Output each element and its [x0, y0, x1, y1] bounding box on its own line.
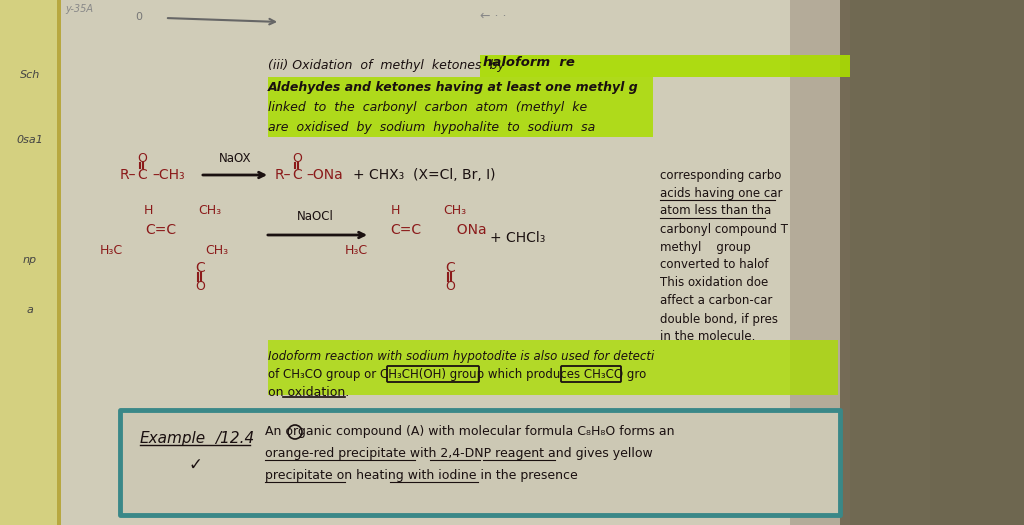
Bar — [268, 117, 653, 137]
Bar — [57, 0, 61, 525]
Text: in the molecule.: in the molecule. — [660, 331, 756, 343]
Text: converted to halof: converted to halof — [660, 258, 768, 271]
Text: H: H — [143, 204, 153, 216]
Text: y-35A: y-35A — [65, 4, 93, 14]
Text: atom less than tha: atom less than tha — [660, 205, 771, 217]
Bar — [268, 97, 653, 117]
Text: a: a — [27, 305, 34, 315]
Text: 0sa1: 0sa1 — [16, 135, 43, 145]
Bar — [268, 77, 653, 97]
Text: R–: R– — [120, 168, 136, 182]
Text: linked  to  the  carbonyl  carbon  atom  (methyl  ke: linked to the carbonyl carbon atom (meth… — [268, 100, 587, 113]
Text: CH₃: CH₃ — [443, 204, 467, 216]
Text: C=C: C=C — [145, 223, 176, 237]
Text: NaOCl: NaOCl — [297, 210, 334, 223]
Text: on oxidation.: on oxidation. — [268, 386, 349, 399]
Text: are  oxidised  by  sodium  hypohalite  to  sodium  sa: are oxidised by sodium hypohalite to sod… — [268, 121, 595, 133]
Bar — [268, 340, 838, 395]
Text: R–: R– — [275, 168, 292, 182]
Bar — [790, 0, 850, 525]
Text: H₃C: H₃C — [345, 244, 368, 257]
Text: C: C — [292, 168, 302, 182]
Text: ← · ·: ← · · — [480, 10, 507, 23]
Text: CH₃: CH₃ — [205, 244, 228, 257]
Text: NaOX: NaOX — [219, 152, 251, 165]
Text: –CH₃: –CH₃ — [152, 168, 184, 182]
Text: H₃C: H₃C — [100, 244, 123, 257]
Text: of CH₃CO group or CH₃CH(OH) group which produces CH₃CO gro: of CH₃CO group or CH₃CH(OH) group which … — [268, 368, 646, 381]
Text: C: C — [196, 261, 205, 275]
Bar — [60, 0, 930, 525]
Text: C=C: C=C — [390, 223, 421, 237]
Bar — [480, 55, 850, 77]
Text: This oxidation doe: This oxidation doe — [660, 277, 768, 289]
Text: + CHX₃  (X=Cl, Br, I): + CHX₃ (X=Cl, Br, I) — [353, 168, 496, 182]
Text: haloform  re: haloform re — [483, 57, 574, 69]
Text: double bond, if pres: double bond, if pres — [660, 312, 778, 326]
Bar — [0, 0, 60, 525]
Text: np: np — [23, 255, 37, 265]
Text: CH₃: CH₃ — [199, 204, 221, 216]
Text: Sch: Sch — [19, 70, 40, 80]
Text: O: O — [445, 280, 455, 293]
Text: –ONa: –ONa — [306, 168, 343, 182]
Text: O: O — [137, 152, 146, 164]
Text: 0: 0 — [135, 12, 142, 22]
Bar — [840, 0, 1024, 525]
Text: (iii) Oxidation  of  methyl  ketones  by: (iii) Oxidation of methyl ketones by — [268, 59, 509, 72]
Text: affect a carbon-car: affect a carbon-car — [660, 295, 772, 308]
Text: ONa: ONa — [449, 223, 486, 237]
Text: precipitate on heating with iodine in the presence: precipitate on heating with iodine in th… — [265, 469, 578, 482]
Text: corresponding carbo: corresponding carbo — [660, 169, 781, 182]
Text: /12.4: /12.4 — [215, 430, 254, 446]
Text: C: C — [445, 261, 455, 275]
Bar — [120, 410, 840, 515]
Text: Iodoform reaction with sodium hypotodite is also used for detecti: Iodoform reaction with sodium hypotodite… — [268, 350, 654, 363]
Text: O: O — [292, 152, 302, 164]
Text: Example: Example — [140, 430, 206, 446]
Text: carbonyl compound T: carbonyl compound T — [660, 223, 788, 236]
Text: An organic compound (A) with molecular formula C₈H₈O forms an: An organic compound (A) with molecular f… — [265, 425, 675, 438]
Text: H: H — [390, 204, 399, 216]
Text: orange-red precipitate with 2,4-DNP reagent and gives yellow: orange-red precipitate with 2,4-DNP reag… — [265, 447, 652, 460]
Text: acids having one car: acids having one car — [660, 186, 782, 200]
Text: ✓: ✓ — [188, 456, 202, 474]
Text: C: C — [137, 168, 146, 182]
Text: Aldehydes and ketones having at least one methyl g: Aldehydes and ketones having at least on… — [268, 80, 639, 93]
Text: O: O — [195, 280, 205, 293]
Text: methyl    group: methyl group — [660, 240, 751, 254]
Text: + CHCl₃: + CHCl₃ — [490, 231, 546, 245]
